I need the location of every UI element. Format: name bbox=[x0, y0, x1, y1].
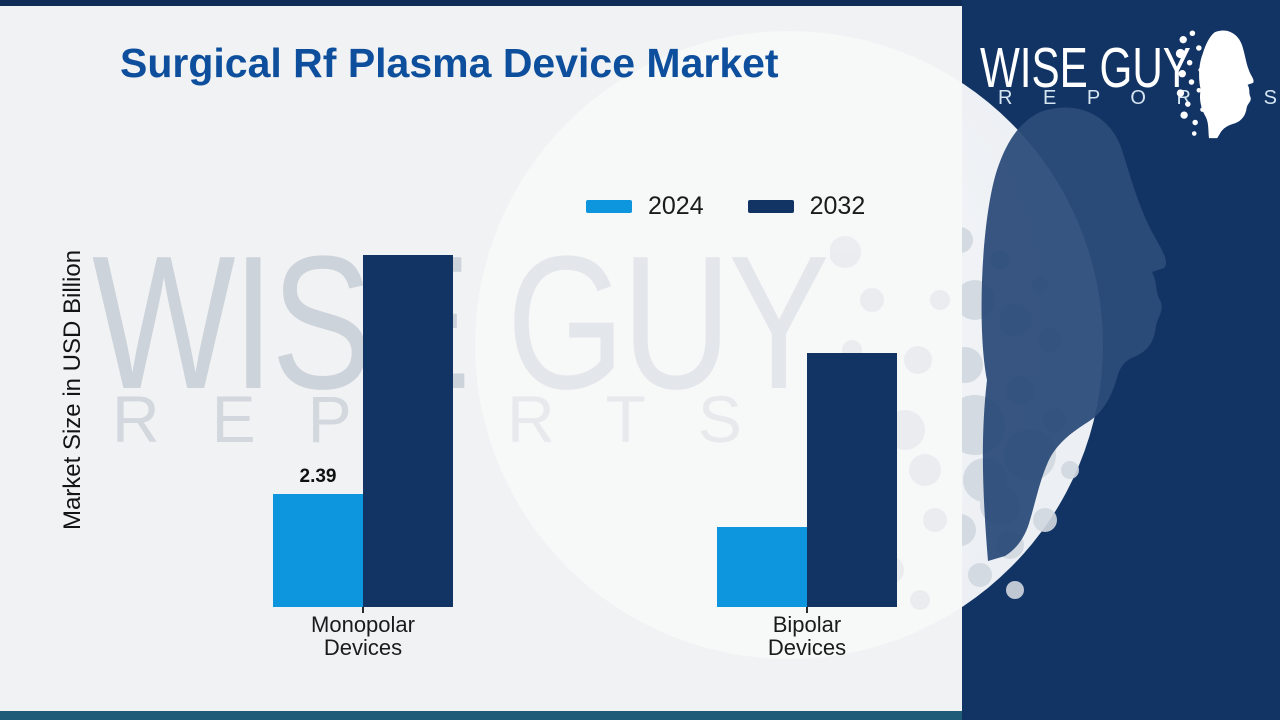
bar-2032-monopolar-devices bbox=[363, 255, 453, 607]
x-axis-tick bbox=[362, 607, 364, 613]
watermark-wordmark: WISE GUY bbox=[92, 217, 830, 429]
legend-item-2024: 2024 bbox=[586, 192, 704, 220]
legend-item-2032: 2032 bbox=[747, 191, 866, 220]
legend-label-2024: 2024 bbox=[648, 191, 704, 220]
category-label-bipolar-devices: Bipolar Devices bbox=[767, 612, 847, 660]
brand-panel: WISE GUY R E P O R T S bbox=[962, 0, 1280, 720]
bar-2024-bipolar-devices bbox=[717, 527, 807, 607]
category-label-monopolar-devices: Monopolar Devices bbox=[311, 612, 415, 660]
x-axis-tick bbox=[806, 607, 808, 613]
y-axis-label: Market Size in USD Billion bbox=[59, 249, 86, 531]
bottom-accent-strip bbox=[0, 711, 1280, 720]
top-accent-strip bbox=[0, 0, 1280, 6]
legend-label-2032: 2032 bbox=[809, 191, 866, 220]
legend-swatch-2024 bbox=[586, 199, 632, 213]
face-silhouette-icon bbox=[981, 107, 1167, 561]
page-title: Surgical Rf Plasma Device Market bbox=[120, 40, 779, 86]
logo-wordmark: WISE GUY bbox=[980, 36, 1191, 100]
bar-2024-monopolar-devices bbox=[273, 494, 363, 607]
chart-legend: 2024 2032 bbox=[586, 192, 865, 220]
legend-swatch-2032 bbox=[747, 199, 794, 213]
logo-head-icon bbox=[1175, 30, 1254, 139]
bar-value-label: 2.39 bbox=[299, 466, 337, 487]
bar-2032-bipolar-devices bbox=[807, 353, 897, 607]
